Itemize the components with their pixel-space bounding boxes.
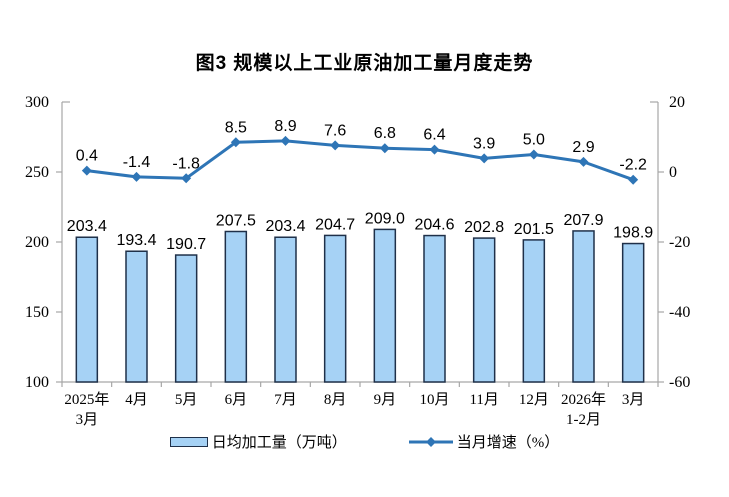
line-value-label: 5.0 bbox=[523, 132, 545, 149]
bar bbox=[572, 230, 595, 383]
line-value-label: 8.5 bbox=[225, 119, 247, 136]
line-marker bbox=[528, 149, 539, 160]
left-axis-tick-label: 200 bbox=[25, 234, 49, 251]
bar-value-label: 198.9 bbox=[613, 225, 653, 242]
x-axis-category-label: 10月 bbox=[419, 392, 449, 408]
line-value-label: 0.4 bbox=[76, 148, 98, 165]
legend-item-bar: 日均加工量（万吨） bbox=[169, 431, 347, 452]
legend-item-line: 当月增速（%） bbox=[408, 431, 560, 452]
bar bbox=[522, 239, 546, 383]
line-value-label: -1.8 bbox=[172, 155, 200, 172]
line-value-label: 2.9 bbox=[572, 139, 594, 156]
bar bbox=[224, 230, 248, 383]
line-marker bbox=[81, 165, 92, 176]
x-axis-category-label: 9月 bbox=[374, 392, 397, 408]
line-marker bbox=[181, 173, 192, 184]
x-axis-category-label: 11月 bbox=[469, 392, 498, 408]
left-axis-tick-label: 150 bbox=[25, 304, 49, 321]
left-axis-tick-label: 250 bbox=[25, 164, 49, 181]
bar bbox=[373, 228, 397, 383]
bar bbox=[423, 234, 446, 383]
line-value-label: -2.2 bbox=[619, 157, 647, 174]
line-value-label: 3.9 bbox=[473, 135, 495, 152]
right-axis-tick-label: 0 bbox=[669, 164, 677, 181]
legend-label-bar: 日均加工量（万吨） bbox=[211, 435, 347, 451]
line-value-label: 7.6 bbox=[324, 122, 346, 139]
bar bbox=[274, 236, 297, 383]
bar-value-label: 207.5 bbox=[216, 213, 256, 230]
line-marker bbox=[429, 144, 440, 155]
x-axis-category-label: 3月 bbox=[622, 392, 645, 408]
bar bbox=[75, 236, 99, 383]
bar-value-label: 190.7 bbox=[166, 236, 206, 253]
line-marker bbox=[131, 171, 142, 182]
line-series-swatch bbox=[408, 436, 453, 447]
legend-label-line: 当月增速（%） bbox=[456, 435, 560, 451]
bar-value-label: 202.8 bbox=[464, 219, 504, 236]
x-axis-category-label: 7月 bbox=[274, 392, 297, 408]
bar-value-label: 204.6 bbox=[414, 217, 454, 234]
line-marker bbox=[280, 135, 291, 146]
bar bbox=[323, 234, 347, 383]
bar-value-label: 201.5 bbox=[514, 221, 554, 238]
bar-value-label: 203.4 bbox=[265, 218, 305, 235]
bar-series-swatch bbox=[169, 436, 208, 447]
left-axis-tick-label: 100 bbox=[25, 374, 49, 391]
line-marker bbox=[330, 140, 341, 151]
x-axis-category-label: 1-2月 bbox=[566, 412, 601, 428]
x-axis-category-label: 4月 bbox=[125, 392, 148, 408]
line-value-label: -1.4 bbox=[123, 154, 151, 171]
right-axis-tick-label: 20 bbox=[669, 94, 685, 111]
bar-value-label: 193.4 bbox=[116, 232, 156, 249]
bar-value-label: 203.4 bbox=[67, 218, 107, 235]
bar bbox=[125, 250, 148, 383]
bar bbox=[174, 254, 198, 383]
line-marker bbox=[230, 137, 241, 148]
x-axis-category-label: 8月 bbox=[324, 392, 347, 408]
line-marker bbox=[578, 156, 589, 167]
x-axis-category-label: 12月 bbox=[519, 392, 549, 408]
x-axis-category-label: 3月 bbox=[76, 412, 99, 428]
chart-title: 图3 规模以上工业原油加工量月度走势 bbox=[195, 53, 534, 74]
x-axis-category-label: 5月 bbox=[175, 392, 198, 408]
x-axis-category-label: 6月 bbox=[225, 392, 248, 408]
right-axis-tick-label: -60 bbox=[669, 374, 690, 391]
growth-line bbox=[86, 139, 634, 182]
line-marker bbox=[479, 153, 490, 164]
line-marker bbox=[628, 174, 639, 185]
bar bbox=[472, 237, 496, 383]
line-value-label: 6.8 bbox=[374, 125, 396, 142]
right-axis-tick-label: -40 bbox=[669, 304, 690, 321]
bar-value-label: 209.0 bbox=[365, 210, 405, 227]
bar-value-label: 207.9 bbox=[563, 212, 603, 229]
left-axis-tick-label: 300 bbox=[25, 94, 49, 111]
line-value-label: 8.9 bbox=[274, 118, 296, 135]
legend: 日均加工量（万吨） 当月增速（%） bbox=[0, 431, 729, 452]
line-value-label: 6.4 bbox=[423, 127, 445, 144]
bar bbox=[621, 242, 645, 383]
right-axis-tick-label: -20 bbox=[669, 234, 690, 251]
x-axis-category-label: 2025年 bbox=[64, 391, 109, 408]
bar-value-label: 204.7 bbox=[315, 216, 355, 233]
x-axis-category-label: 2026年 bbox=[561, 391, 606, 408]
line-marker bbox=[379, 143, 390, 154]
